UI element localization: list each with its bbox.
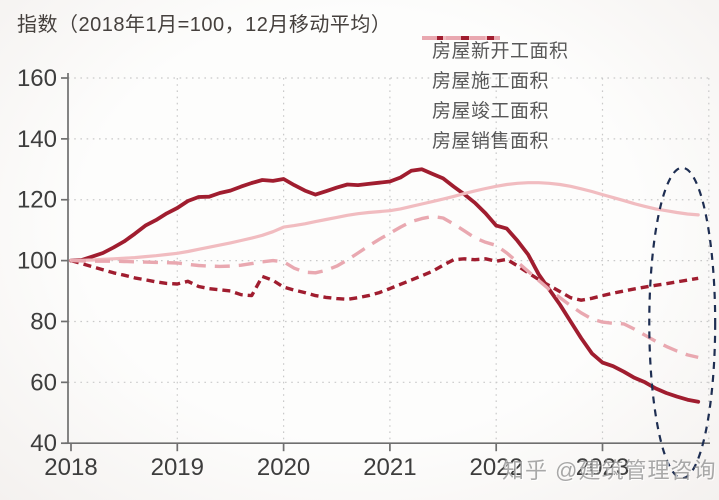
series-line-3 <box>70 214 699 360</box>
x-tick-label: 2020 <box>257 454 310 481</box>
legend-label: 房屋施工面积 <box>432 70 550 92</box>
highlight-ellipse <box>648 166 717 480</box>
legend-label: 房屋销售面积 <box>432 130 550 152</box>
legend-label: 房屋竣工面积 <box>432 100 550 122</box>
legend-item-completed: 房屋竣工面积 <box>422 36 569 124</box>
legend-item-sales: 房屋销售面积 <box>422 36 569 154</box>
y-tick-label: 40 <box>30 430 57 457</box>
y-tick-label: 120 <box>17 187 57 214</box>
y-tick-label: 160 <box>17 65 57 92</box>
chart-legend: 房屋新开工面积 房屋施工面积 房屋竣工面积 房屋销售面积 <box>422 34 569 154</box>
series-line-1 <box>69 181 700 263</box>
chart-title: 指数（2018年1月=100，12月移动平均） <box>17 14 392 36</box>
watermark-zhihu: 知乎 @建筑管理咨询 <box>502 458 717 483</box>
y-tick-label: 100 <box>17 248 57 275</box>
y-tick-label: 60 <box>30 369 57 396</box>
legend-label: 房屋新开工面积 <box>432 40 569 62</box>
x-tick-label: 2018 <box>44 454 97 481</box>
x-tick-label: 2023 <box>576 454 629 481</box>
y-tick-label: 80 <box>30 308 57 335</box>
x-tick-label: 2021 <box>363 454 416 481</box>
series-line-2 <box>70 257 699 302</box>
x-tick-label: 2019 <box>151 454 204 481</box>
x-tick-label: 2022 <box>470 454 523 481</box>
series-line-0 <box>69 167 701 404</box>
y-tick-label: 140 <box>17 126 57 153</box>
legend-item-under-construction: 房屋施工面积 <box>422 36 569 94</box>
